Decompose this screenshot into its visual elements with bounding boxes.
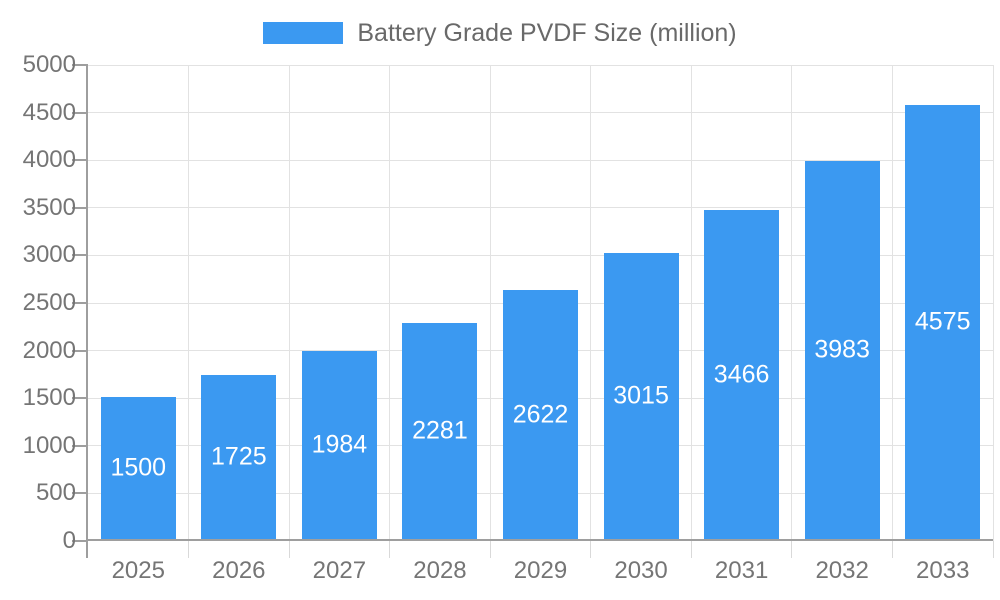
gridline-v: [288, 65, 290, 541]
bar[interactable]: 1984: [301, 350, 377, 539]
x-tick-label: 2030: [614, 557, 668, 584]
gridline-h: [88, 207, 993, 209]
bar-value-label: 2281: [412, 416, 468, 445]
x-tick: [389, 541, 391, 558]
bar[interactable]: 3466: [704, 210, 780, 539]
bar-value-label: 1500: [110, 453, 167, 482]
gridline-h: [88, 159, 993, 161]
x-tick-label: 2033: [916, 557, 970, 584]
y-tick-label: 5000: [22, 51, 76, 78]
y-tick: [72, 254, 88, 257]
x-tick-label: 2029: [513, 557, 568, 584]
gridline-v: [188, 65, 190, 541]
legend-label: Battery Grade PVDF Size (million): [357, 18, 737, 47]
bar[interactable]: 2281: [402, 322, 478, 539]
y-tick: [72, 159, 88, 162]
x-tick-label: 2028: [413, 557, 467, 584]
gridline-h: [88, 112, 993, 114]
y-tick: [72, 302, 88, 304]
bar-value-label: 4575: [914, 307, 971, 336]
y-tick-label: 2000: [22, 336, 76, 364]
y-tick-label: 1000: [22, 431, 76, 459]
y-tick-label: 4500: [22, 98, 76, 126]
bar-value-label: 1984: [311, 430, 368, 459]
x-tick: [288, 541, 290, 558]
gridline-v: [389, 65, 391, 541]
bar[interactable]: 4575: [905, 105, 981, 539]
gridline-h: [88, 254, 993, 256]
y-tick: [72, 111, 88, 114]
bar[interactable]: 1725: [201, 375, 277, 539]
bar[interactable]: 1500: [100, 396, 176, 539]
plot-area: 1500 1725 1984 2281 2622 3015 3466 3983 4575: [72, 64, 994, 558]
bar[interactable]: 2622: [503, 290, 578, 539]
y-tick: [72, 64, 88, 66]
bar-value-label: 1725: [211, 442, 267, 471]
x-tick: [891, 541, 893, 558]
x-tick: [791, 541, 793, 558]
gridline-v: [489, 65, 491, 541]
y-tick-label: 0: [62, 527, 76, 554]
y-tick: [72, 397, 88, 400]
gridline-v: [690, 65, 692, 541]
y-axis-line: [86, 65, 88, 558]
x-tick: [590, 541, 592, 558]
bar-value-label: 3015: [613, 381, 669, 410]
y-tick: [72, 540, 88, 542]
gridline-v: [992, 65, 994, 541]
gridline-v: [791, 65, 793, 541]
x-tick: [992, 541, 994, 558]
bar[interactable]: 3015: [603, 253, 679, 539]
bar-value-label: 3983: [814, 335, 870, 364]
x-tick: [489, 541, 491, 558]
gridline-h: [88, 64, 993, 66]
legend[interactable]: Battery Grade PVDF Size (million): [0, 18, 1000, 47]
x-tick-label: 2027: [312, 557, 367, 584]
x-tick-label: 2031: [714, 557, 769, 584]
gridline-v: [590, 65, 592, 541]
x-tick-label: 2025: [111, 557, 165, 584]
y-tick: [72, 349, 88, 352]
bar[interactable]: 3983: [804, 161, 880, 539]
y-tick: [72, 444, 88, 447]
y-tick-label: 3500: [22, 193, 76, 221]
bar-value-label: 2622: [512, 400, 569, 429]
legend-swatch: [263, 22, 344, 44]
x-tick: [188, 541, 190, 558]
y-tick: [72, 492, 88, 495]
y-tick: [72, 206, 88, 209]
y-tick-label: 2500: [22, 289, 76, 316]
x-axis-line: [86, 539, 993, 541]
gridline-v: [891, 65, 893, 541]
y-tick-label: 500: [35, 479, 76, 507]
x-tick: [690, 541, 692, 558]
x-tick-label: 2032: [815, 557, 869, 584]
y-tick-label: 4000: [22, 146, 76, 174]
y-tick-label: 3000: [22, 241, 76, 269]
y-tick-label: 1500: [22, 384, 76, 412]
bar-value-label: 3466: [713, 360, 770, 389]
x-tick-label: 2026: [212, 557, 266, 584]
